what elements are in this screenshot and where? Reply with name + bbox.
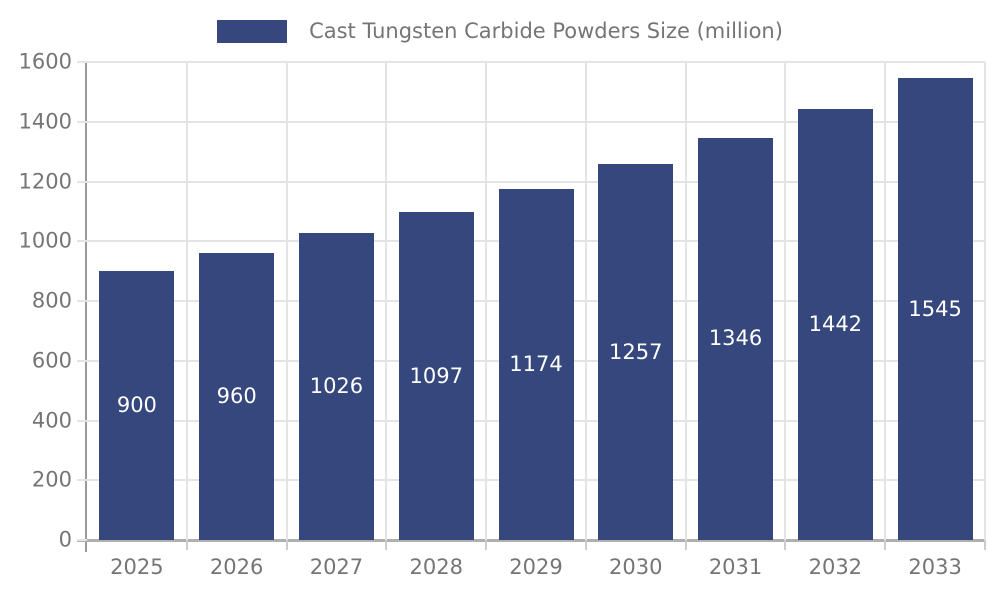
bar[interactable]: 1346	[698, 137, 774, 540]
y-axis-tick-label: 800	[31, 288, 72, 313]
plot-area: 0 200 400 600 800 1000 1200 1400 1600 900 2025 960 2…	[19, 51, 986, 578]
y-tick-mark	[77, 539, 87, 541]
y-axis-line	[85, 62, 87, 552]
x-gridline	[584, 62, 587, 540]
x-axis-tick-label: 2027	[309, 555, 364, 579]
bar[interactable]: 1026	[298, 233, 374, 540]
y-gridline	[87, 61, 985, 63]
bar[interactable]: 1442	[797, 109, 873, 540]
y-axis-tick-label: 1600	[18, 49, 72, 74]
x-tick-mark	[784, 540, 787, 550]
bar-value-label: 1026	[309, 374, 364, 399]
bar-value-label: 1257	[609, 339, 663, 364]
y-tick-mark	[77, 419, 87, 422]
bar-value-label: 1545	[908, 296, 962, 321]
bar[interactable]: 960	[199, 253, 275, 540]
x-axis-tick-label: 2025	[110, 555, 164, 579]
x-gridline	[784, 62, 787, 540]
bar[interactable]: 1097	[398, 212, 474, 540]
x-axis-tick-label: 2033	[908, 555, 962, 579]
bar[interactable]: 1174	[498, 189, 574, 540]
y-axis-tick-label: 1000	[18, 228, 72, 253]
x-axis-tick-label: 2030	[609, 555, 663, 579]
y-tick-mark	[77, 180, 87, 183]
bar[interactable]: 900	[99, 271, 175, 540]
bar-value-label: 960	[216, 384, 257, 409]
legend[interactable]: Cast Tungsten Carbide Powders Size (mill…	[0, 19, 1000, 43]
bar-value-label: 900	[116, 393, 157, 418]
x-tick-mark	[584, 540, 587, 550]
x-gridline	[285, 62, 288, 540]
y-tick-mark	[77, 479, 87, 482]
x-gridline	[185, 62, 188, 540]
y-tick-mark	[77, 240, 87, 243]
x-gridline	[385, 62, 388, 540]
bar[interactable]: 1545	[897, 78, 973, 540]
x-gridline	[684, 62, 687, 540]
y-tick-mark	[77, 120, 87, 123]
x-tick-mark	[185, 540, 188, 550]
y-axis-tick-label: 400	[31, 408, 72, 432]
legend-swatch-icon	[217, 19, 288, 43]
bar[interactable]: 1257	[598, 164, 674, 540]
y-gridline	[87, 120, 985, 123]
x-gridline	[884, 62, 887, 540]
x-tick-mark	[385, 540, 388, 550]
y-axis-tick-label: 0	[58, 527, 72, 552]
x-axis-tick-label: 2031	[708, 555, 763, 579]
bar-value-label: 1174	[509, 352, 563, 377]
x-axis-line	[77, 539, 985, 542]
x-gridline	[485, 62, 488, 540]
x-tick-mark	[684, 540, 687, 550]
x-gridline	[984, 62, 986, 540]
x-axis-tick-label: 2028	[409, 555, 463, 579]
y-tick-mark	[77, 61, 87, 63]
x-axis-tick-label: 2032	[808, 555, 863, 579]
y-axis-tick-label: 600	[31, 348, 72, 373]
y-axis-tick-label: 1200	[18, 169, 72, 193]
y-tick-mark	[77, 359, 87, 362]
y-gridline	[87, 180, 985, 183]
bar-value-label: 1097	[409, 363, 463, 388]
x-tick-mark	[984, 540, 986, 550]
bar-value-label: 1346	[708, 326, 763, 351]
y-axis-tick-label: 1400	[18, 109, 72, 134]
bar-value-label: 1442	[808, 312, 863, 337]
x-tick-mark	[485, 540, 488, 550]
x-axis-tick-label: 2026	[209, 555, 264, 579]
x-tick-mark	[884, 540, 887, 550]
y-tick-mark	[77, 300, 87, 302]
y-axis-tick-label: 200	[31, 467, 72, 492]
legend-label: Cast Tungsten Carbide Powders Size (mill…	[309, 19, 783, 43]
x-axis-tick-label: 2029	[509, 555, 563, 579]
x-tick-mark	[285, 540, 288, 550]
